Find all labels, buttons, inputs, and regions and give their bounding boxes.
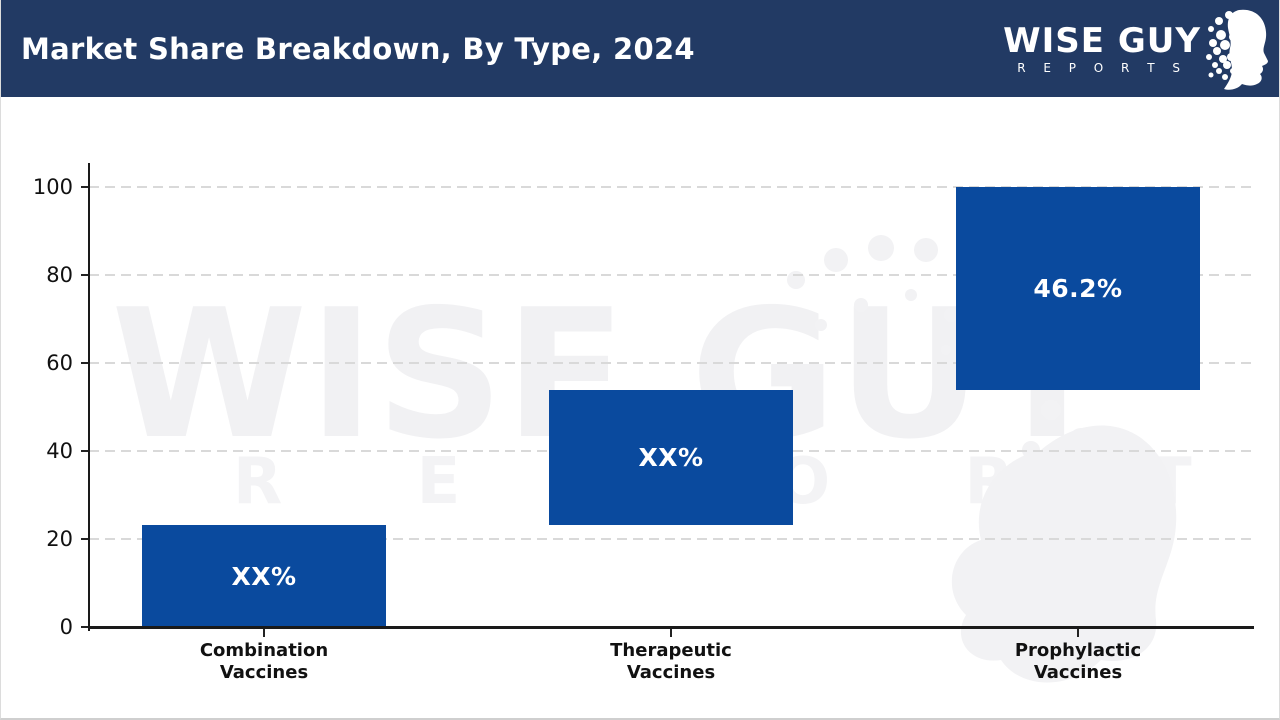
x-category-label-1: Combination Vaccines: [154, 640, 374, 684]
gridline-60: [89, 362, 1254, 365]
x-category-line: Vaccines: [219, 662, 309, 683]
x-axis-line: [89, 626, 1254, 629]
gridline-20: [89, 538, 1254, 541]
x-category-label-2: Therapeutic Vaccines: [561, 640, 781, 684]
x-tick-2: [670, 629, 672, 637]
header-bar: Market Share Breakdown, By Type, 2024 WI…: [1, 0, 1279, 97]
logo-wordmark: WISE GUY: [1003, 20, 1201, 61]
bar-value-label: XX%: [638, 443, 704, 473]
logo-text: WISE GUY R E P O R T S: [1003, 23, 1201, 75]
x-tick-3: [1077, 629, 1079, 637]
wise-guy-reports-logo: WISE GUY R E P O R T S: [1003, 7, 1269, 91]
y-tick-label-100: 100: [32, 175, 73, 200]
y-tick-40: [81, 450, 89, 453]
y-tick-0: [81, 626, 89, 628]
x-category-label-3: Prophylactic Vaccines: [968, 640, 1188, 684]
bar-value-label: XX%: [231, 561, 297, 591]
bar-1: XX%: [142, 525, 386, 627]
y-axis-spine: [88, 163, 90, 631]
y-tick-label-80: 80: [46, 263, 73, 288]
y-tick-20: [81, 538, 89, 541]
bar-value-label: 46.2%: [1033, 274, 1123, 304]
watermark-head-dots: [787, 235, 1177, 683]
gridline-80: [89, 274, 1254, 277]
dotted-face-profile-icon: [1206, 9, 1268, 90]
y-tick-label-40: 40: [46, 439, 73, 464]
x-category-line: Therapeutic: [610, 640, 732, 661]
y-tick-100: [81, 186, 89, 189]
x-category-line: Vaccines: [626, 662, 716, 683]
page-title: Market Share Breakdown, By Type, 2024: [21, 31, 695, 66]
y-tick-label-0: 0: [59, 615, 73, 639]
gridline-100: [89, 186, 1254, 189]
bar-2: XX%: [549, 390, 793, 526]
y-tick-60: [81, 362, 89, 365]
y-tick-label-20: 20: [46, 527, 73, 552]
y-tick-label-60: 60: [46, 351, 73, 376]
x-category-line: Vaccines: [1033, 662, 1123, 683]
x-category-line: Prophylactic: [1014, 640, 1142, 661]
bar-3: 46.2%: [956, 187, 1200, 391]
x-category-line: Combination: [199, 640, 329, 661]
logo-subtitle: R E P O R T S: [1017, 60, 1187, 75]
y-tick-80: [81, 274, 89, 277]
x-tick-1: [263, 629, 265, 637]
